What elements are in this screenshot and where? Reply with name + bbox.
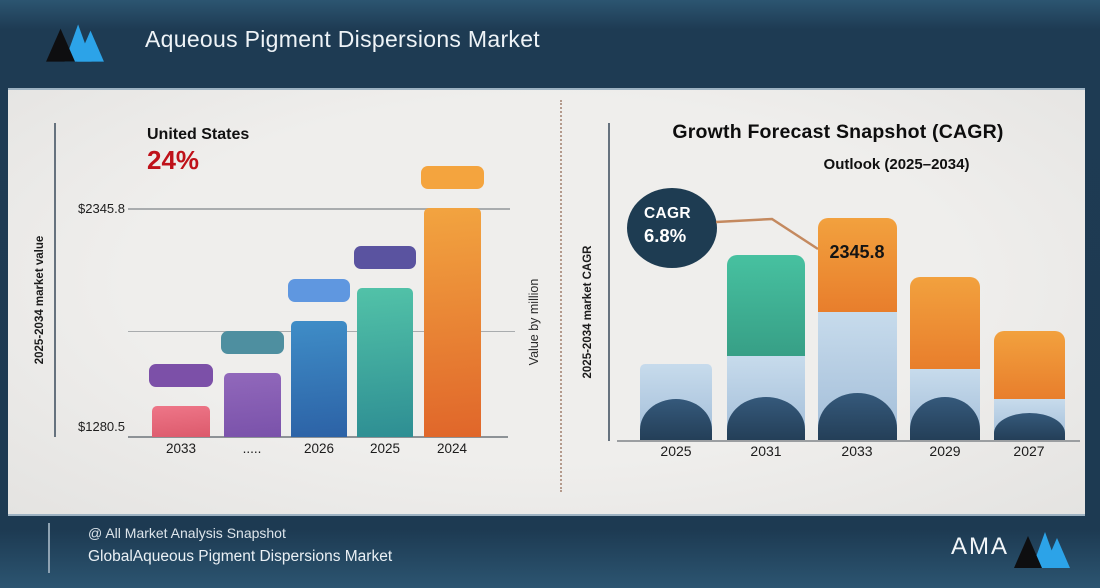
right-y-axis [608,123,610,441]
x-label: ..... [242,441,262,456]
left-y-axis-title: 2025-2034 market value [34,235,46,365]
stacked-bar-2033 [818,123,897,440]
bar-fill [357,288,413,437]
content-panel [8,88,1085,516]
stacked-bar-2031 [727,123,805,440]
footer-report-line: GlobalAqueous Pigment Dispersions Market [88,548,393,565]
x-label: 2033 [165,441,197,456]
bar-dots [221,123,284,437]
bar-2033 [149,123,213,437]
bar-fill [224,373,281,437]
region-label: United States [147,126,250,143]
bar-cap [288,279,350,302]
segment-accent [994,331,1065,399]
chart-title: Growth Forecast Snapshot (CAGR) [672,121,1004,143]
footer-divider-bar [48,523,50,573]
segment-accent [727,255,805,356]
x-label: 2033 [841,443,873,459]
cagr-badge-label: CAGR [644,205,691,222]
bar-fill [152,406,210,437]
bar-2024 [421,123,484,437]
footer-source-line: @ All Market Analysis Snapshot [88,525,286,541]
stacked-bar-2025 [640,123,712,440]
stacked-bar-2027 [994,123,1065,440]
bar-2026 [288,123,350,437]
segment-base [994,413,1065,440]
chart-subtitle: Outlook (2025–2034) [823,156,970,173]
ama-logo-icon [1014,532,1070,568]
right-y-axis-title: 2025-2034 market CAGR [582,245,594,379]
region-highlight-value: 24% [147,145,200,175]
x-label: 2026 [303,441,335,456]
bar-value-annotation: 2345.8 [829,242,885,262]
footer-brand-text: AMA [951,533,1010,560]
bar-cap [354,246,416,269]
right-x-axis [617,440,1080,442]
y-tick-top: $2345.8 [78,201,125,216]
x-label: 2031 [750,443,782,459]
cagr-badge-value: 6.8% [644,225,687,246]
connector-line [715,217,819,251]
x-label: 2025 [660,443,692,459]
ama-logo-icon [46,24,104,62]
bar-2025 [354,123,416,437]
x-label: 2025 [369,441,401,456]
bar-cap [221,331,284,354]
x-label: 2024 [436,441,468,456]
bar-fill [291,321,347,437]
segment-accent [910,277,980,369]
left-y-axis [54,123,56,437]
page-title: Aqueous Pigment Dispersions Market [145,26,540,52]
bar-fill [424,208,481,437]
segment-accent [818,218,897,312]
y-tick-bottom: $1280.5 [78,419,125,434]
gridline-top [128,208,510,210]
left-x-axis [128,436,508,438]
stacked-bar-2029 [910,123,980,440]
x-label: 2027 [1013,443,1045,459]
left-right-axis-title: Value by million [527,278,541,366]
cagr-badge: CAGR 6.8% [627,188,717,268]
bar-cap [421,166,484,189]
bar-cap [149,364,213,387]
section-divider [560,100,562,492]
x-label: 2029 [929,443,961,459]
